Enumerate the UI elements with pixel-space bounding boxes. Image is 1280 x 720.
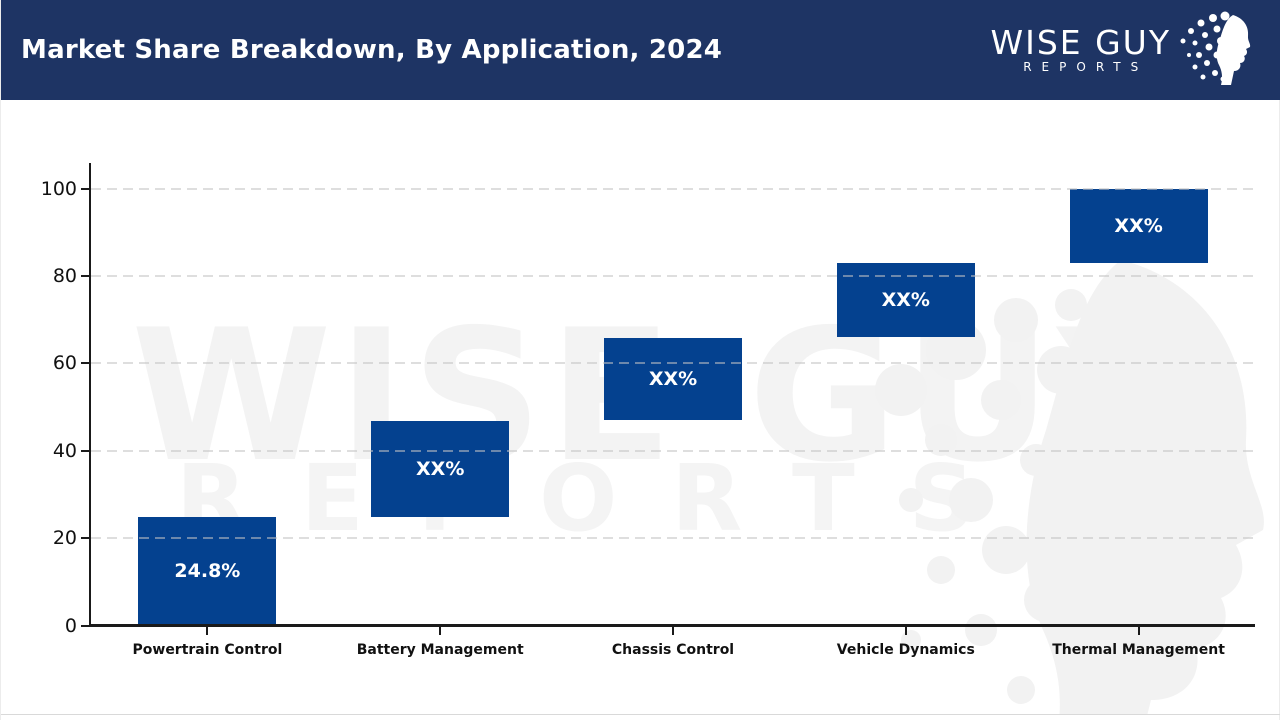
watermark-subbrand-text: REPORTS — [176, 445, 1030, 552]
bar-value-label-powertrain-control: 24.8% — [174, 560, 241, 583]
x-axis-line — [89, 624, 1255, 627]
y-tick-40 — [81, 449, 89, 452]
y-tick-80 — [81, 274, 89, 277]
x-tick-vehicle-dynamics — [904, 627, 907, 635]
bar-powertrain-control — [138, 517, 277, 626]
brand-subname: REPORTS — [1023, 60, 1149, 74]
bar-value-label-thermal-management: XX% — [1114, 214, 1163, 237]
bottom-divider — [1, 714, 1280, 715]
y-tick-label-20: 20 — [52, 527, 77, 550]
gridline-20 — [91, 537, 1255, 540]
y-tick-label-80: 80 — [52, 264, 77, 287]
y-tick-60 — [81, 362, 89, 365]
x-category-label-thermal-management: Thermal Management — [1052, 642, 1225, 658]
bar-chassis-control — [604, 338, 742, 421]
brand-logo: WISE GUY REPORTS — [990, 11, 1253, 89]
y-tick-100 — [81, 187, 89, 190]
bar-thermal-management — [1069, 188, 1208, 263]
dotted-face-icon — [1180, 11, 1251, 85]
chart-title: Market Share Breakdown, By Application, … — [21, 35, 723, 65]
gridline-40 — [91, 449, 1255, 452]
header-banner: Market Share Breakdown, By Application, … — [1, 0, 1280, 100]
bar-value-label-battery-management: XX% — [416, 458, 465, 481]
x-category-label-battery-management: Battery Management — [356, 642, 524, 658]
x-category-label-powertrain-control: Powertrain Control — [132, 642, 283, 658]
y-axis-line — [89, 163, 91, 626]
y-tick-label-40: 40 — [52, 439, 77, 462]
brand-logo-text: WISE GUY REPORTS — [990, 23, 1171, 75]
y-tick-20 — [81, 537, 89, 540]
gridline-100 — [91, 187, 1255, 190]
x-category-label-vehicle-dynamics: Vehicle Dynamics — [836, 642, 975, 658]
y-tick-label-60: 60 — [52, 352, 77, 375]
x-tick-thermal-management — [1137, 627, 1140, 635]
gridline-60 — [91, 362, 1255, 365]
bar-battery-management — [371, 420, 510, 518]
chart-plot-area: WISE GUY REPORTS — [1, 100, 1280, 714]
y-tick-label-0: 0 — [64, 614, 77, 637]
x-tick-powertrain-control — [206, 627, 209, 635]
x-category-label-chassis-control: Chassis Control — [611, 642, 735, 658]
gridline-80 — [91, 274, 1255, 277]
y-tick-label-100: 100 — [40, 177, 77, 200]
x-tick-battery-management — [439, 627, 442, 635]
y-tick-0 — [81, 624, 89, 627]
bar-value-label-vehicle-dynamics: XX% — [881, 288, 930, 311]
brand-name: WISE GUY — [990, 23, 1171, 62]
x-tick-chassis-control — [672, 627, 674, 635]
bar-value-label-chassis-control: XX% — [648, 368, 698, 391]
